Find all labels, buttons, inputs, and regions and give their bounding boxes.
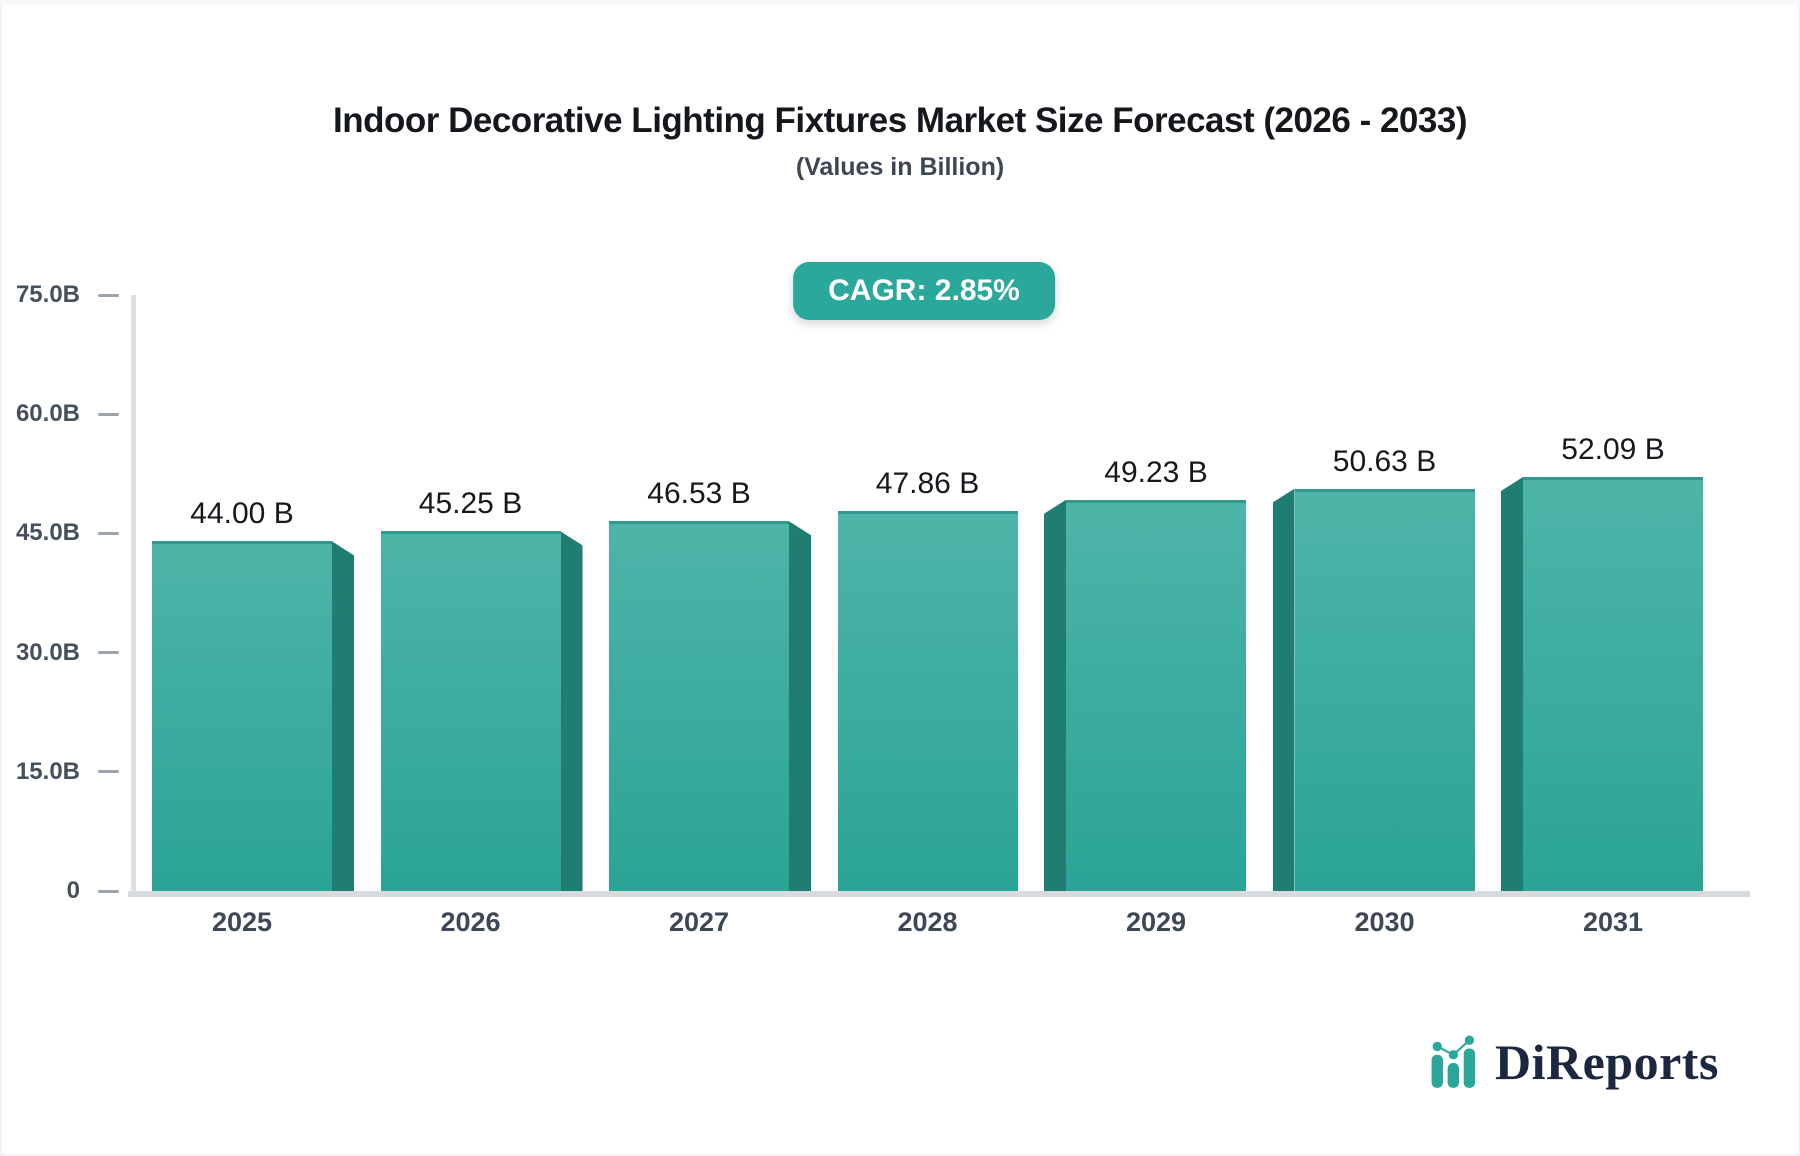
x-axis-baseline [128, 891, 1750, 897]
bar-value-label: 50.63 B [1332, 444, 1437, 478]
brand-logo: DiReports [1430, 1033, 1719, 1091]
y-axis-tick-mark [98, 770, 119, 774]
bar-2025 [152, 541, 332, 891]
bar-side-face [789, 521, 811, 891]
y-axis-tick-label: 60.0B [15, 400, 80, 428]
mini-bar-line-chart-icon [1430, 1034, 1486, 1090]
bar-side-face [332, 541, 354, 891]
x-axis-label: 2031 [1582, 907, 1644, 937]
page-title: Indoor Decorative Lighting Fixtures Mark… [333, 101, 1467, 140]
page-subtitle: (Values in Billion) [795, 153, 1005, 181]
y-axis-tick-mark [98, 293, 119, 297]
bar-2031 [1523, 477, 1703, 891]
y-axis-tick-label: 0 [66, 877, 80, 904]
bar-value-label: 47.86 B [875, 466, 980, 500]
bar-value-label: 45.25 B [418, 487, 523, 521]
bar-value-label: 49.23 B [1104, 455, 1208, 489]
x-axis-label: 2027 [668, 907, 730, 937]
y-axis-tick-mark [98, 412, 119, 416]
y-axis-tick-mark [98, 531, 119, 535]
x-axis-label: 2030 [1354, 907, 1415, 937]
x-axis-label: 2026 [440, 907, 501, 937]
bar-side-face [1044, 499, 1066, 891]
bar-2030 [1294, 488, 1475, 891]
bar-value-label: 46.53 B [647, 477, 751, 511]
y-axis-tick-mark [98, 651, 119, 655]
y-axis-tick-label: 30.0B [15, 638, 80, 666]
x-axis-label: 2025 [211, 907, 273, 937]
cagr-badge: CAGR: 2.85% [793, 262, 1055, 320]
y-axis-tick-label: 75.0B [15, 281, 80, 308]
x-axis-label: 2029 [1125, 907, 1187, 937]
brand-name: DiReports [1495, 1034, 1719, 1090]
y-axis-tick-label: 15.0B [15, 757, 80, 785]
bar-2027 [609, 521, 789, 891]
bar-side-face [560, 531, 583, 891]
bar-side-face [1272, 488, 1295, 891]
y-axis-tick-label: 45.0B [15, 519, 80, 547]
bar-2028 [837, 510, 1018, 891]
bar-2029 [1066, 499, 1246, 891]
x-axis-label: 2028 [897, 907, 958, 937]
bar-value-label: 52.09 B [1561, 433, 1665, 467]
bar-chart-plot-area: 75.0B 60.0B 45.0B 30.0B 15.0B 0 44.00 B 2025 45.… [2, 5, 1798, 1154]
bar-side-face [1501, 477, 1523, 891]
y-axis-line [131, 295, 136, 891]
bar-value-label: 44.00 B [190, 497, 294, 531]
y-axis-tick-mark [98, 889, 119, 893]
bar-2026 [380, 531, 561, 891]
